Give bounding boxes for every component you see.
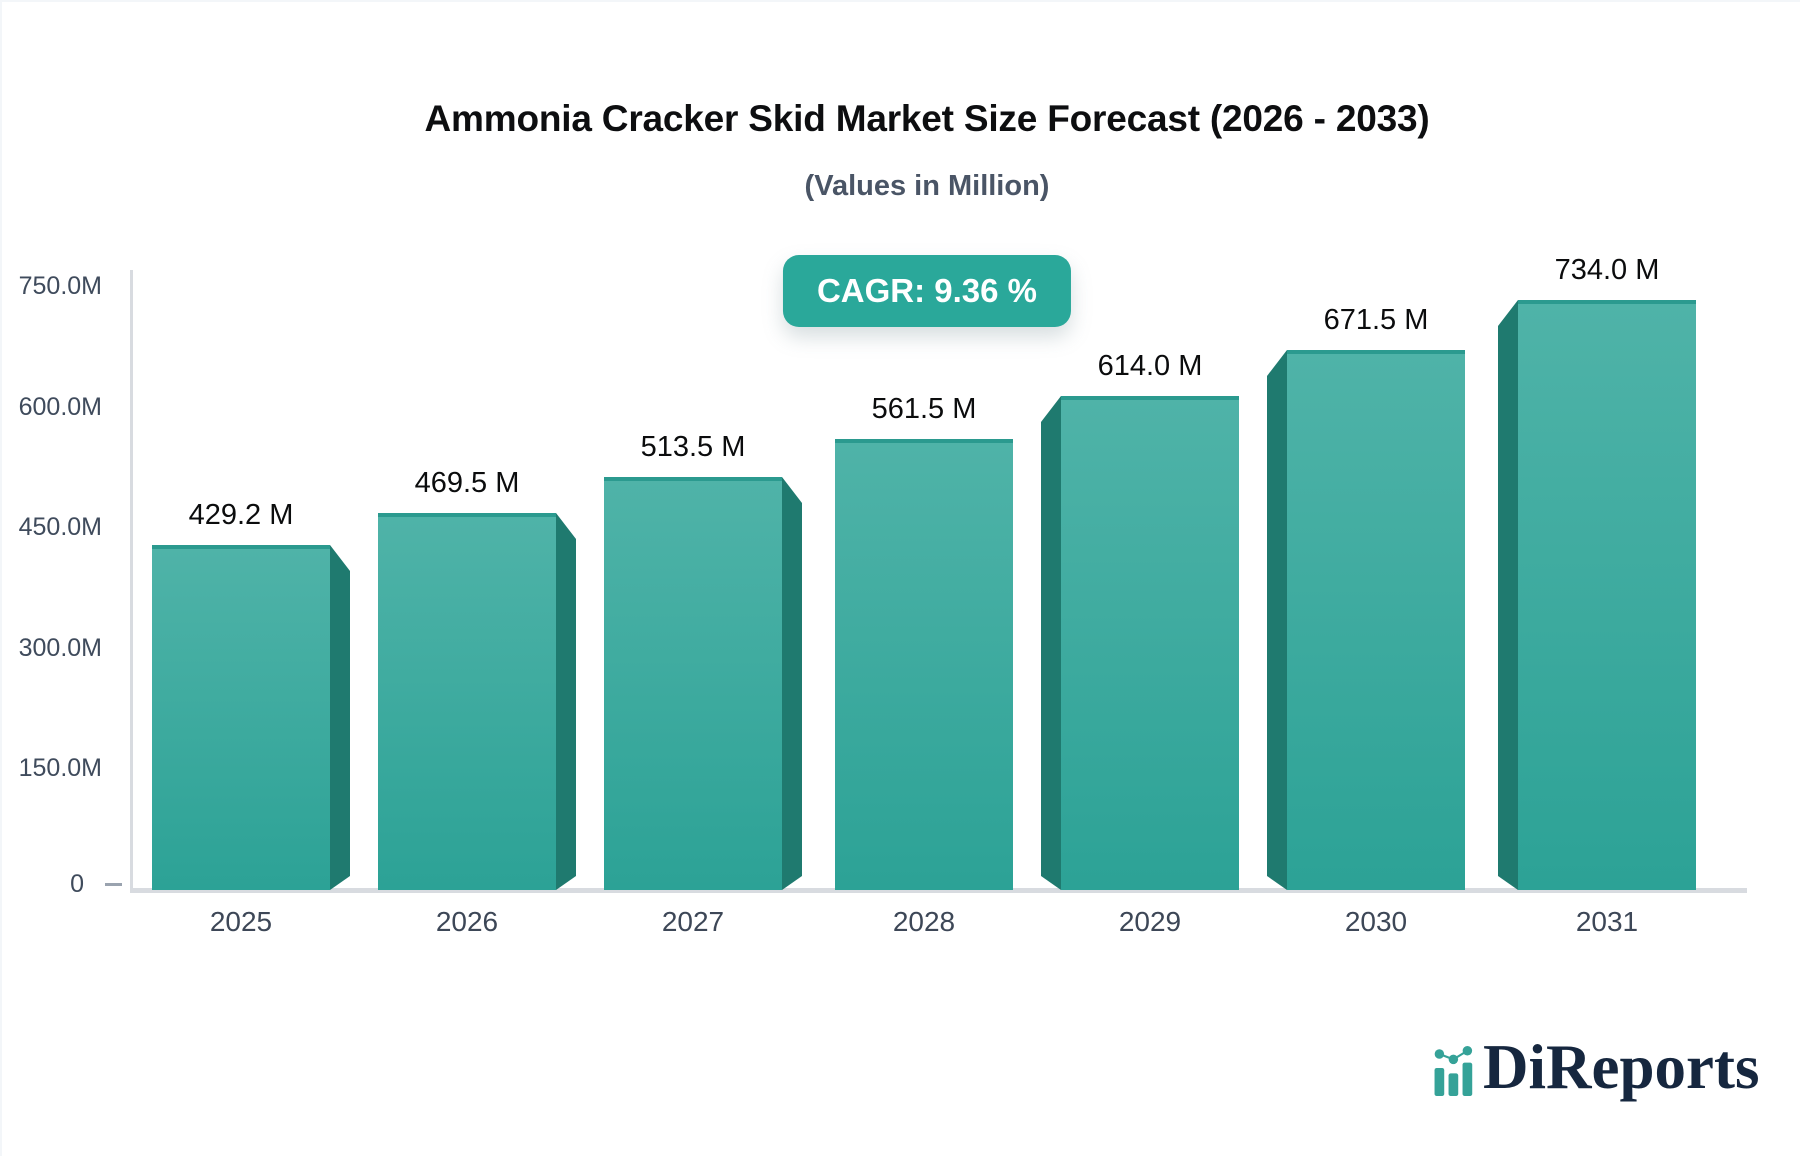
bar-value-label: 429.2 M bbox=[188, 499, 294, 531]
bar-2028 bbox=[835, 439, 1013, 890]
x-axis-tick-label: 2028 bbox=[892, 906, 956, 937]
zero-tick-dash bbox=[105, 883, 122, 886]
x-axis-tick-label: 2030 bbox=[1344, 906, 1408, 937]
bar-2025 bbox=[152, 545, 330, 890]
bar-value-label: 734.0 M bbox=[1554, 254, 1660, 286]
bar-value-label: 614.0 M bbox=[1097, 350, 1203, 382]
chart-subtitle: (Values in Million) bbox=[804, 170, 1050, 202]
direports-logo: DiReports bbox=[1434, 1036, 1759, 1099]
logo-text: DiReports bbox=[1483, 1032, 1760, 1102]
y-axis-tick-label: 0 bbox=[70, 870, 84, 898]
y-axis-tick-label: 300.0M bbox=[18, 633, 102, 662]
y-axis-tick-label: 750.0M bbox=[18, 272, 102, 300]
cagr-badge: CAGR: 9.36 % bbox=[782, 255, 1072, 327]
bar-value-label: 561.5 M bbox=[871, 393, 977, 425]
bar-2029 bbox=[1061, 396, 1239, 890]
bar-side-panel bbox=[1498, 300, 1518, 890]
bar-value-label: 469.5 M bbox=[414, 467, 520, 499]
x-axis-tick-label: 2027 bbox=[661, 906, 725, 937]
y-axis-line bbox=[130, 270, 133, 890]
x-axis-tick-label: 2026 bbox=[435, 906, 499, 937]
chart-title: Ammonia Cracker Skid Market Size Forecas… bbox=[424, 98, 1430, 139]
bar-side-panel bbox=[556, 513, 576, 890]
y-axis-tick-label: 600.0M bbox=[18, 392, 102, 421]
x-axis-baseline bbox=[130, 888, 1747, 893]
x-axis-tick-label: 2025 bbox=[209, 906, 273, 937]
bar-side-panel bbox=[1041, 396, 1061, 890]
y-axis-tick-label: 450.0M bbox=[18, 513, 102, 542]
bar-2027 bbox=[604, 477, 782, 890]
y-axis-tick-label: 150.0M bbox=[18, 754, 102, 783]
bar-side-panel bbox=[782, 477, 802, 890]
mini-bar-line-chart-icon bbox=[1434, 1046, 1473, 1096]
bar-2030 bbox=[1287, 350, 1465, 890]
bar-2026 bbox=[378, 513, 556, 890]
bar-value-label: 513.5 M bbox=[640, 431, 746, 463]
bar-2031 bbox=[1518, 300, 1696, 890]
x-axis-tick-label: 2031 bbox=[1575, 906, 1639, 937]
bar-side-panel bbox=[1267, 350, 1287, 890]
bar-side-panel bbox=[330, 545, 350, 890]
bar-value-label: 671.5 M bbox=[1323, 304, 1429, 336]
x-axis-tick-label: 2029 bbox=[1118, 906, 1182, 937]
